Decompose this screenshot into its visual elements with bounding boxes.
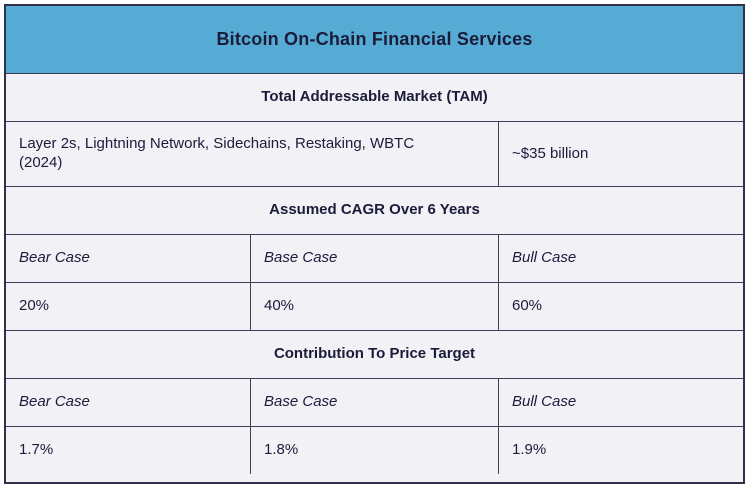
cagr-base-case-value: 40%	[250, 283, 498, 330]
tam-description-cell: Layer 2s, Lightning Network, Sidechains,…	[6, 122, 498, 186]
contribution-base-case-label: Base Case	[250, 379, 498, 426]
cagr-bull-case-label: Bull Case	[498, 235, 743, 282]
financial-table: Bitcoin On-Chain Financial Services Tota…	[4, 4, 745, 484]
cagr-bear-case-value: 20%	[6, 283, 250, 330]
tam-data-row: Layer 2s, Lightning Network, Sidechains,…	[6, 121, 743, 186]
cagr-bear-case-label: Bear Case	[6, 235, 250, 282]
contribution-base-case-value: 1.8%	[250, 427, 498, 474]
contribution-case-label-row: Bear Case Base Case Bull Case	[6, 378, 743, 426]
cagr-value-row: 20% 40% 60%	[6, 282, 743, 330]
contribution-bull-case-label: Bull Case	[498, 379, 743, 426]
cagr-bull-case-value: 60%	[498, 283, 743, 330]
contribution-bear-case-label: Bear Case	[6, 379, 250, 426]
section-header-row-cagr: Assumed CAGR Over 6 Years	[6, 186, 743, 234]
contribution-bear-case-value: 1.7%	[6, 427, 250, 474]
cagr-case-label-row: Bear Case Base Case Bull Case	[6, 234, 743, 282]
table-title: Bitcoin On-Chain Financial Services	[6, 6, 743, 73]
tam-description-text: Layer 2s, Lightning Network, Sidechains,…	[19, 135, 415, 171]
contribution-value-row: 1.7% 1.8% 1.9%	[6, 426, 743, 474]
tam-value-cell: ~$35 billion	[498, 122, 743, 186]
section-header-cagr: Assumed CAGR Over 6 Years	[6, 187, 743, 234]
table-title-bar: Bitcoin On-Chain Financial Services	[6, 6, 743, 73]
section-header-row-tam: Total Addressable Market (TAM)	[6, 73, 743, 121]
cagr-base-case-label: Base Case	[250, 235, 498, 282]
section-header-tam: Total Addressable Market (TAM)	[6, 74, 743, 121]
section-header-row-contribution: Contribution To Price Target	[6, 330, 743, 378]
contribution-bull-case-value: 1.9%	[498, 427, 743, 474]
section-header-contribution: Contribution To Price Target	[6, 331, 743, 378]
